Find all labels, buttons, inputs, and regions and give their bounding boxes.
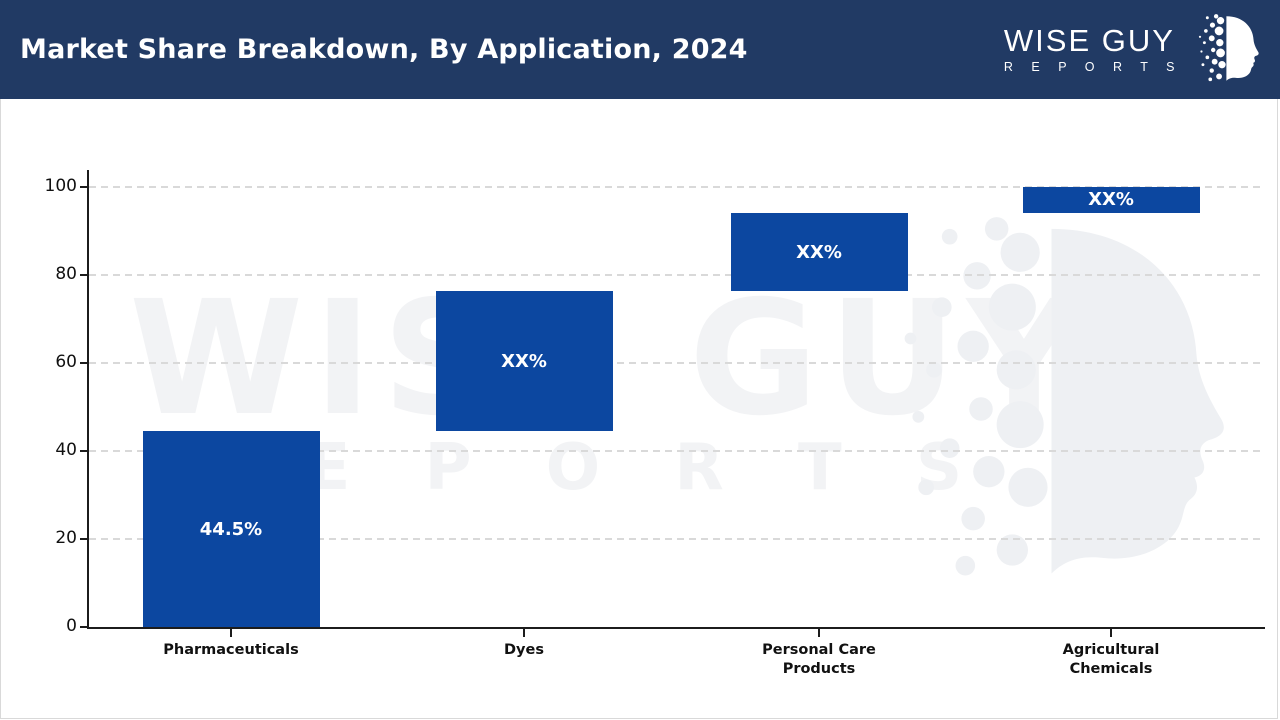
gridline — [89, 186, 1265, 188]
page-title: Market Share Breakdown, By Application, … — [20, 34, 748, 65]
plot-area: 0 20 40 60 80 100 44.5% XX% XX% XX% Pharmaceutical… — [1, 99, 1277, 718]
x-tick-mark — [818, 629, 820, 637]
x-axis-line — [89, 627, 1265, 629]
bar-dyes: XX% — [435, 291, 613, 432]
bar-pharmaceuticals: 44.5% — [142, 431, 320, 627]
y-tick-mark — [80, 450, 89, 452]
bar-value-label: XX% — [501, 350, 547, 372]
x-category-label: Personal Care Products — [762, 642, 876, 677]
y-tick-mark — [80, 274, 89, 276]
y-tick-label: 100 — [44, 176, 77, 196]
logo-head-icon — [1198, 13, 1259, 81]
header-bar: Market Share Breakdown, By Application, … — [0, 0, 1280, 99]
chart-canvas: WISE GUY R E P O R T S 0 20 40 60 80 100 44.5%… — [0, 99, 1278, 719]
y-tick-mark — [80, 186, 89, 188]
bar-agricultural-chemicals: XX% — [1022, 187, 1200, 213]
logo-text: WISE GUY R E P O R T S — [1004, 25, 1182, 74]
x-category-label: Agricultural Chemicals — [1062, 642, 1160, 677]
x-category-label: Pharmaceuticals — [163, 642, 299, 658]
bar-value-label: XX% — [1088, 189, 1134, 211]
gridline — [89, 274, 1265, 276]
wise-guy-logo: WISE GUY R E P O R T S — [1004, 9, 1266, 91]
logo-subtitle: R E P O R T S — [1003, 60, 1182, 75]
y-tick-mark — [80, 626, 89, 628]
y-tick-label: 60 — [55, 352, 77, 372]
y-tick-label: 40 — [55, 440, 77, 460]
x-tick-mark — [523, 629, 525, 637]
y-tick-label: 20 — [55, 528, 77, 548]
watermark-head-icon — [904, 217, 1224, 576]
y-tick-mark — [80, 362, 89, 364]
x-category-label: Dyes — [504, 642, 544, 658]
y-tick-label: 0 — [66, 616, 77, 636]
bar-value-label: 44.5% — [199, 518, 263, 540]
bar-personal-care-products: XX% — [730, 212, 908, 292]
x-tick-mark — [1110, 629, 1112, 637]
bar-value-label: XX% — [796, 241, 842, 263]
y-tick-mark — [80, 538, 89, 540]
gridline — [89, 362, 1265, 364]
gridline — [89, 538, 1265, 540]
y-tick-label: 80 — [55, 264, 77, 284]
gridline — [89, 450, 1265, 452]
logo-wordmark: WISE GUY — [1003, 23, 1175, 59]
x-tick-mark — [230, 629, 232, 637]
y-axis-line — [87, 170, 89, 629]
